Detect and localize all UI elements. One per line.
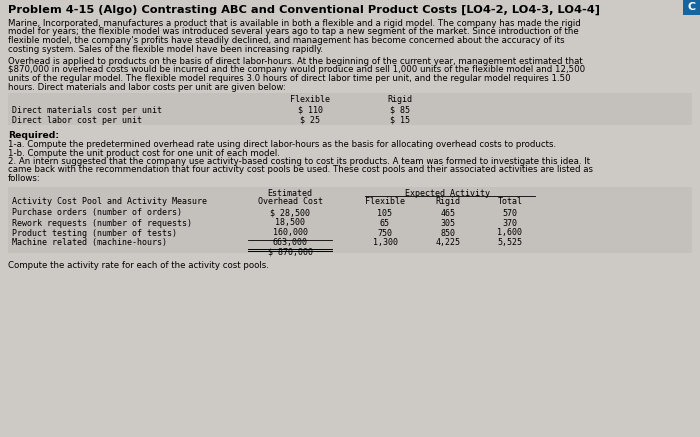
Text: 750: 750: [377, 229, 393, 237]
Text: came back with the recommendation that four activity cost pools be used. These c: came back with the recommendation that f…: [8, 166, 593, 174]
Text: Problem 4-15 (Algo) Contrasting ABC and Conventional Product Costs [LO4-2, LO4-3: Problem 4-15 (Algo) Contrasting ABC and …: [8, 5, 600, 15]
Text: Required:: Required:: [8, 131, 59, 140]
Text: 1-b. Compute the unit product cost for one unit of each model.: 1-b. Compute the unit product cost for o…: [8, 149, 280, 157]
Text: $ 870,000: $ 870,000: [267, 247, 312, 257]
Text: 160,000: 160,000: [272, 229, 307, 237]
Text: 5,525: 5,525: [498, 239, 522, 247]
FancyBboxPatch shape: [8, 187, 692, 253]
Text: $ 85: $ 85: [390, 106, 410, 115]
Text: model for years; the flexible model was introduced several years ago to tap a ne: model for years; the flexible model was …: [8, 28, 579, 37]
FancyBboxPatch shape: [8, 93, 692, 125]
Text: 1,600: 1,600: [498, 229, 522, 237]
Text: costing system. Sales of the flexible model have been increasing rapidly.: costing system. Sales of the flexible mo…: [8, 45, 323, 53]
Text: 65: 65: [380, 218, 390, 228]
Text: 1-a. Compute the predetermined overhead rate using direct labor-hours as the bas: 1-a. Compute the predetermined overhead …: [8, 140, 556, 149]
Text: 305: 305: [440, 218, 456, 228]
Text: flexible model, the company's profits have steadily declined, and management has: flexible model, the company's profits ha…: [8, 36, 565, 45]
Text: Expected Activity: Expected Activity: [405, 188, 490, 198]
Text: 1,300: 1,300: [372, 239, 398, 247]
Text: Direct labor cost per unit: Direct labor cost per unit: [12, 116, 142, 125]
Text: Rigid: Rigid: [435, 198, 461, 207]
Text: $ 110: $ 110: [298, 106, 323, 115]
Text: 370: 370: [503, 218, 517, 228]
Text: $ 25: $ 25: [300, 116, 320, 125]
Text: C: C: [687, 3, 696, 13]
Text: Overhead is applied to products on the basis of direct labor-hours. At the begin: Overhead is applied to products on the b…: [8, 57, 582, 66]
Text: Machine related (machine-hours): Machine related (machine-hours): [12, 239, 167, 247]
Text: Total: Total: [498, 198, 522, 207]
FancyBboxPatch shape: [683, 0, 700, 15]
Text: 4,225: 4,225: [435, 239, 461, 247]
Text: $870,000 in overhead costs would be incurred and the company would produce and s: $870,000 in overhead costs would be incu…: [8, 66, 585, 74]
Text: Direct materials cost per unit: Direct materials cost per unit: [12, 106, 162, 115]
Text: Rigid: Rigid: [388, 95, 412, 104]
Text: Flexible: Flexible: [365, 198, 405, 207]
Text: Flexible: Flexible: [290, 95, 330, 104]
Text: Compute the activity rate for each of the activity cost pools.: Compute the activity rate for each of th…: [8, 260, 269, 270]
Text: Overhead Cost: Overhead Cost: [258, 198, 323, 207]
Text: 663,000: 663,000: [272, 239, 307, 247]
Text: $ 28,500: $ 28,500: [270, 208, 310, 218]
Text: 570: 570: [503, 208, 517, 218]
Text: Activity Cost Pool and Activity Measure: Activity Cost Pool and Activity Measure: [12, 198, 207, 207]
Text: 18,500: 18,500: [275, 218, 305, 228]
Text: Estimated: Estimated: [267, 188, 312, 198]
Text: 465: 465: [440, 208, 456, 218]
Text: 850: 850: [440, 229, 456, 237]
Text: 2. An intern suggested that the company use activity-based costing to cost its p: 2. An intern suggested that the company …: [8, 157, 590, 166]
Text: Product testing (number of tests): Product testing (number of tests): [12, 229, 177, 237]
Text: follows:: follows:: [8, 174, 41, 183]
Text: $ 15: $ 15: [390, 116, 410, 125]
Text: units of the regular model. The flexible model requires 3.0 hours of direct labo: units of the regular model. The flexible…: [8, 74, 570, 83]
Text: Rework requests (number of requests): Rework requests (number of requests): [12, 218, 192, 228]
Text: hours. Direct materials and labor costs per unit are given below:: hours. Direct materials and labor costs …: [8, 83, 286, 91]
Text: 105: 105: [377, 208, 393, 218]
Text: Purchase orders (number of orders): Purchase orders (number of orders): [12, 208, 182, 218]
Text: Marine, Incorporated, manufactures a product that is available in both a flexibl: Marine, Incorporated, manufactures a pro…: [8, 19, 581, 28]
